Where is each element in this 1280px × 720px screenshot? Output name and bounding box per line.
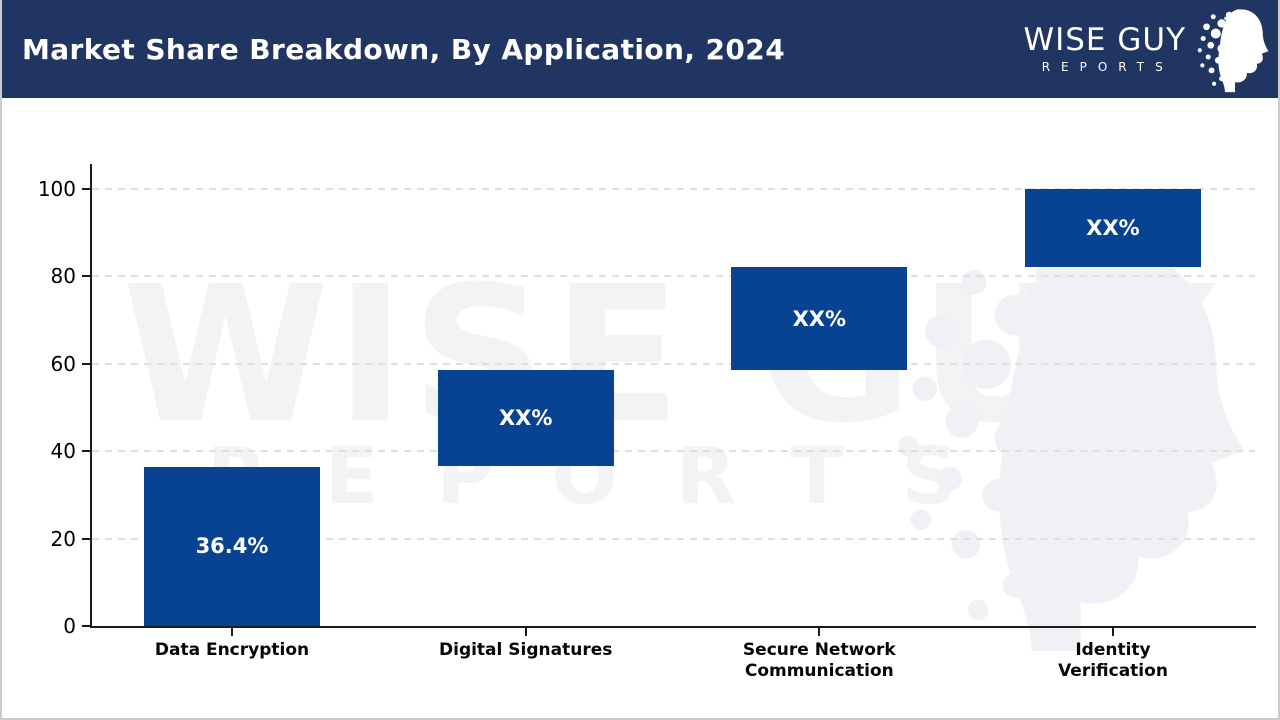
bar-value-label: XX% (498, 405, 553, 430)
bar: XX% (731, 267, 908, 371)
x-tick (524, 628, 527, 636)
brand-head-icon (1197, 9, 1269, 93)
x-category-label: Secure Network Communication (742, 640, 896, 682)
brand-name: WISE GUY (1023, 22, 1186, 58)
bar-value-label: 36.4% (195, 534, 269, 559)
brand-logo-text: WISE GUY REPORTS (1023, 22, 1186, 74)
gridline (92, 187, 1255, 190)
y-tick (82, 537, 90, 540)
gridline (92, 537, 1255, 540)
x-tick (231, 628, 233, 636)
y-tick (82, 450, 90, 452)
y-tick-label: 20 (50, 526, 76, 551)
bar-value-label: XX% (792, 306, 847, 331)
x-axis-line (90, 626, 1256, 628)
bar-value-label: XX% (1086, 215, 1140, 240)
y-axis-line (90, 164, 92, 628)
y-tick-label: 0 (63, 614, 76, 638)
bar: 36.4% (144, 466, 320, 626)
x-tick (818, 628, 821, 636)
bar: XX% (1025, 188, 1201, 268)
gridline (92, 275, 1255, 277)
page-title: Market Share Breakdown, By Application, … (22, 32, 786, 66)
brand-subtitle: REPORTS (1041, 60, 1174, 74)
watermark-head-icon (898, 245, 1245, 651)
x-category-label: Digital Signatures (439, 640, 613, 660)
header-bar: Market Share Breakdown, By Application, … (2, 0, 1278, 98)
y-tick (82, 187, 90, 190)
y-tick-label: 100 (37, 176, 76, 201)
x-tick (1112, 628, 1114, 636)
x-category-label: Data Encryption (154, 640, 310, 660)
brand-logo: WISE GUY REPORTS (1023, 4, 1272, 94)
gridline (92, 362, 1255, 365)
y-tick (82, 625, 90, 627)
y-tick-label: 60 (50, 351, 76, 376)
bar: XX% (437, 370, 614, 466)
y-tick-label: 80 (50, 264, 76, 288)
y-tick-label: 40 (50, 439, 76, 463)
y-tick (82, 362, 90, 365)
y-tick (82, 275, 90, 277)
x-category-label: Identity Verification (1058, 640, 1168, 682)
gridline (92, 450, 1255, 452)
